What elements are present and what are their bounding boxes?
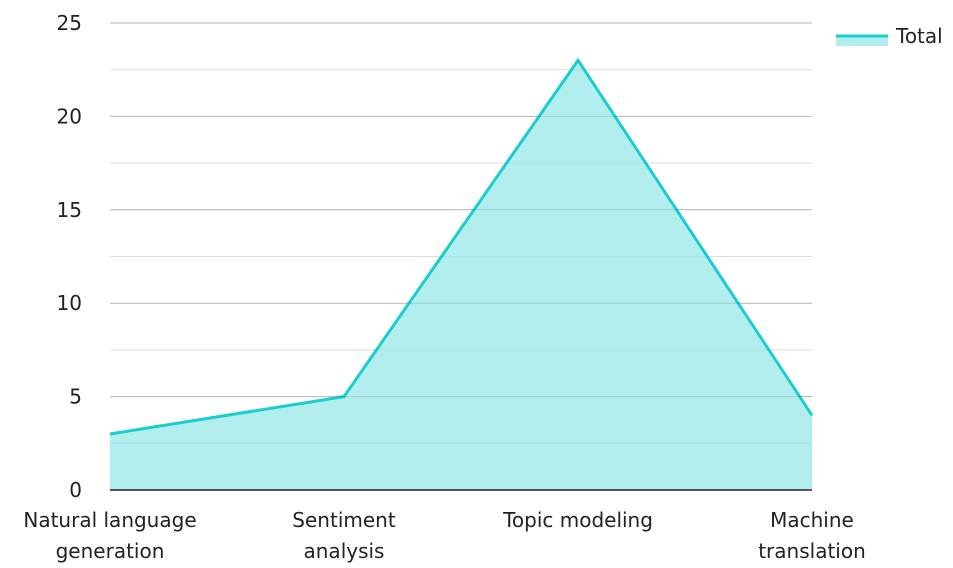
- x-tick-label: Natural language generation: [23, 508, 196, 563]
- x-tick-label: Topic modeling: [502, 508, 653, 532]
- y-tick-label: 10: [57, 291, 82, 315]
- x-tick-label: Machine translation: [758, 508, 866, 563]
- series-line-total: [109, 57, 814, 436]
- legend-label-total: Total: [895, 24, 943, 48]
- x-tick-label: Sentiment analysis: [292, 508, 396, 563]
- y-tick-label: 20: [57, 104, 82, 128]
- tick-labels: 0 5 10 15 20 25 Natural language generation Sent…: [23, 11, 865, 563]
- y-tick-label: 5: [69, 385, 82, 409]
- y-tick-label: 15: [57, 198, 82, 222]
- series-area-layer: [109, 22, 814, 491]
- legend-swatch-total: [836, 36, 888, 46]
- legend: Total: [836, 24, 943, 48]
- y-tick-label: 25: [57, 11, 82, 35]
- y-tick-label: 0: [69, 478, 82, 502]
- series-area-total: [110, 60, 812, 491]
